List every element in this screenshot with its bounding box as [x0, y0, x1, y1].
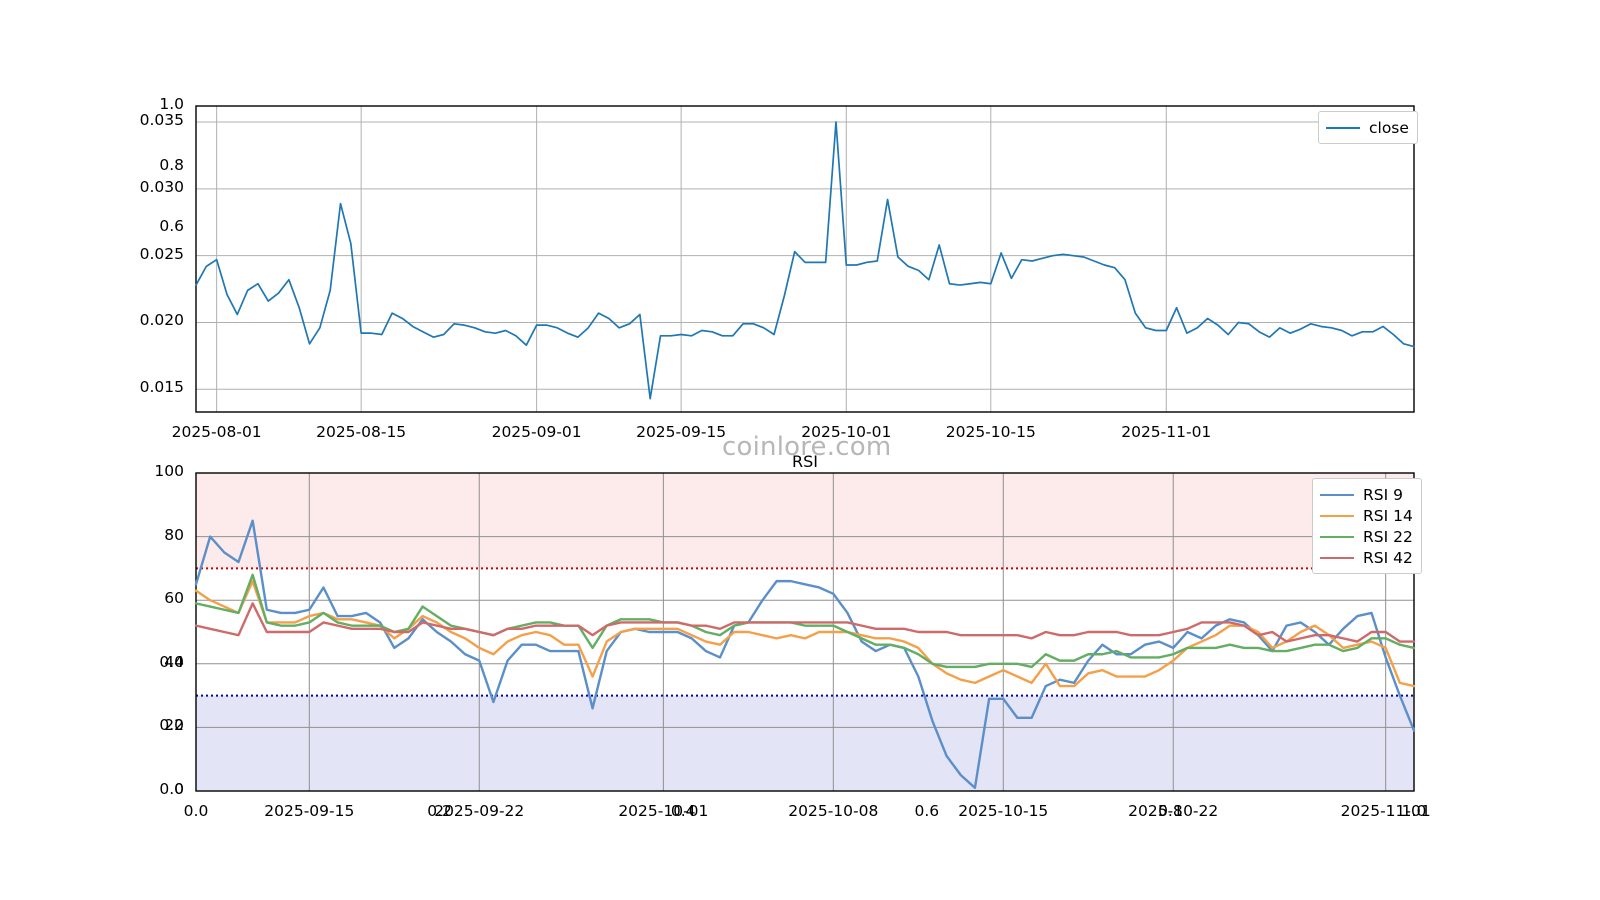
legend-line-swatch-icon [1320, 535, 1354, 538]
rsi-x-tick: 2025-09-22 [434, 802, 525, 820]
legend-line-swatch-icon [1320, 493, 1354, 496]
rsi-legend-label: RSI 22 [1363, 527, 1413, 546]
price-x-tick: 2025-10-01 [801, 423, 892, 441]
rsi-y-tick: 0 [174, 780, 184, 798]
price-y-tick: 0.015 [139, 378, 184, 397]
legend-line-swatch-icon [1326, 126, 1360, 129]
rsi-panel-title: RSI [792, 452, 818, 471]
price-x-tick: 2025-10-15 [945, 423, 1036, 441]
rsi-x-tick: 2025-10-08 [788, 802, 879, 820]
price-y-tick-overlay: 0.6 [159, 217, 184, 236]
rsi-y-tick: 100 [154, 462, 184, 480]
price-y-tick-overlay: 1.0 [159, 95, 184, 113]
rsi-y-tick-overlay: 0.4 [159, 652, 184, 671]
price-axes-frame [195, 105, 1415, 413]
rsi-y-tick: 40 [164, 652, 184, 671]
rsi-y-tick: 20 [164, 716, 184, 735]
rsi-y-tick-overlay: 0.0 [159, 780, 184, 798]
price-legend-label: close [1369, 118, 1409, 137]
rsi-x-tick-overlay: 0.0 [183, 802, 209, 820]
rsi-series-rsi-42 [194, 602, 1416, 643]
rsi-x-tick-overlay: 0.4 [670, 802, 696, 820]
price-x-tick: 2025-09-01 [491, 423, 582, 441]
rsi-x-tick: 2025-10-01 [618, 802, 709, 820]
rsi-y-tick: 60 [164, 589, 184, 608]
rsi-legend-item[interactable]: RSI 22 [1320, 526, 1413, 547]
rsi-x-tick: 2025-11-01 [1340, 802, 1431, 820]
price-y-tick: 0.030 [139, 177, 184, 196]
rsi-band-overbought [196, 473, 1414, 569]
legend-line-swatch-icon [1320, 556, 1354, 559]
rsi-x-tick-overlay: 0.8 [1158, 802, 1183, 820]
rsi-x-tick-overlay: 0.2 [427, 802, 452, 820]
rsi-band-oversold [196, 695, 1414, 791]
rsi-x-tick: 2025-10-15 [958, 802, 1049, 820]
price-y-tick-overlay: 0.8 [159, 156, 184, 175]
rsi-legend-item[interactable]: RSI 42 [1320, 547, 1413, 568]
rsi-series-rsi-14 [194, 579, 1416, 688]
price-y-tick: 0.035 [139, 111, 184, 130]
price-series-close [195, 121, 1415, 400]
price-legend-item[interactable]: close [1326, 117, 1409, 138]
rsi-legend-item[interactable]: RSI 14 [1320, 505, 1413, 526]
watermark: coinlore.com [722, 432, 892, 462]
rsi-x-tick: 2025-10-22 [1128, 802, 1219, 820]
rsi-y-tick-overlay: 0.2 [159, 716, 184, 735]
price-x-tick: 2025-08-15 [316, 423, 407, 441]
rsi-y-tick: 80 [164, 525, 184, 544]
rsi-legend-label: RSI 14 [1363, 506, 1413, 525]
legend-line-swatch-icon [1320, 514, 1354, 517]
price-x-tick: 2025-11-01 [1121, 423, 1212, 441]
rsi-x-tick: 2025-09-15 [264, 802, 355, 820]
rsi-axes-frame [195, 472, 1415, 792]
price-x-tick: 2025-08-01 [171, 423, 262, 441]
rsi-legend-item[interactable]: RSI 9 [1320, 484, 1413, 505]
rsi-x-tick-overlay: 0.6 [914, 802, 940, 820]
rsi-panel [194, 472, 1416, 792]
rsi-legend-label: RSI 42 [1363, 548, 1413, 567]
price-y-tick: 0.025 [139, 244, 184, 263]
price-panel [195, 105, 1415, 413]
rsi-legend-label: RSI 9 [1363, 485, 1403, 504]
rsi-x-tick-overlay: 1.0 [1401, 802, 1427, 820]
rsi-series-rsi-9 [194, 519, 1416, 790]
price-x-tick: 2025-09-15 [636, 423, 727, 441]
price-y-tick: 0.020 [139, 311, 184, 330]
rsi-legend[interactable]: RSI 9 RSI 14 RSI 22 RSI 42 [1312, 478, 1422, 574]
price-legend[interactable]: close [1318, 111, 1418, 144]
